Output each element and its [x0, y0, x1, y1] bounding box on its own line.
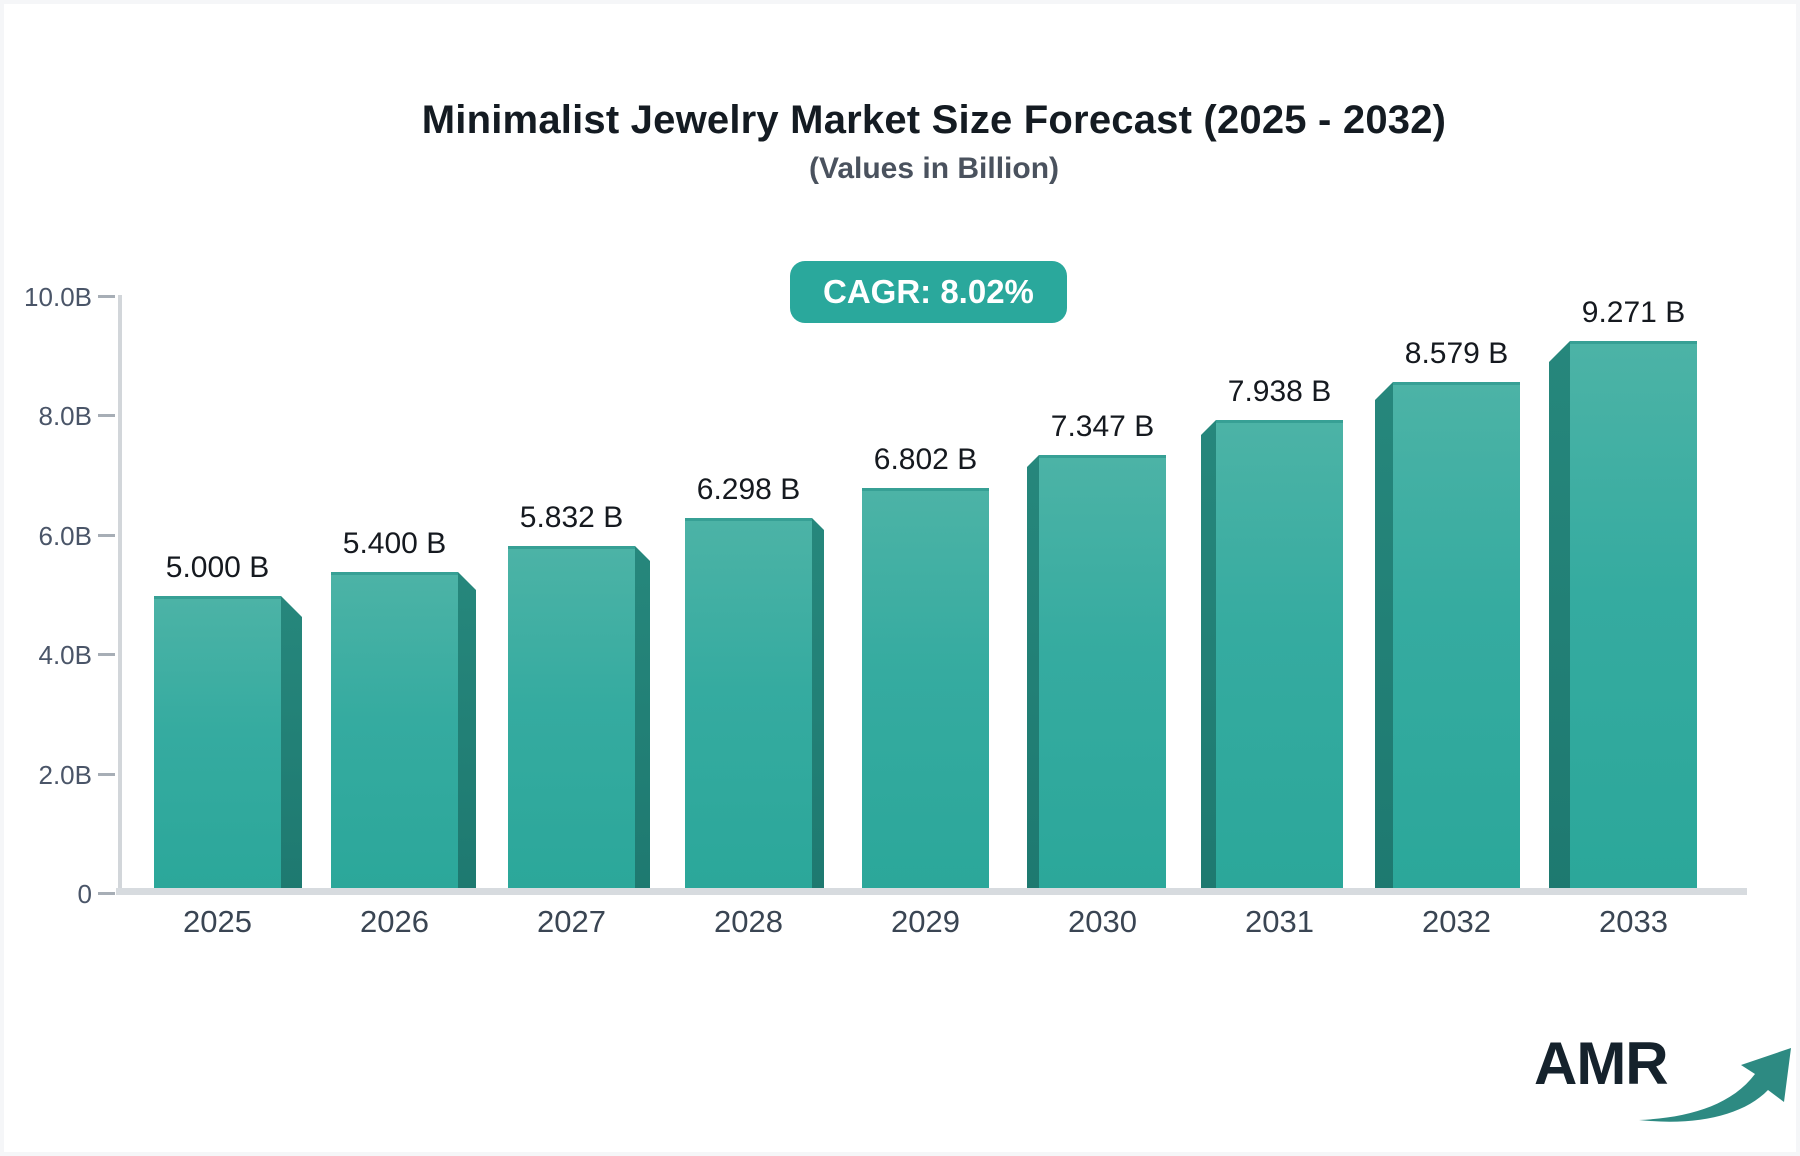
- bar-side-face: [281, 596, 302, 894]
- bar-value-label: 9.271 B: [1581, 296, 1686, 329]
- bar-side-face: [1027, 455, 1039, 894]
- x-tick-label: 2031: [1245, 904, 1314, 939]
- y-axis-line: [118, 295, 122, 892]
- bar-value-label: 5.400 B: [342, 527, 447, 560]
- x-tick-label: 2028: [714, 904, 783, 939]
- bar-front-face: [862, 488, 989, 894]
- y-tick-label: 6.0B: [38, 520, 93, 551]
- x-tick-label: 2033: [1599, 904, 1668, 939]
- bar-side-face: [635, 546, 650, 894]
- y-tick-label: 10.0B: [24, 282, 92, 312]
- bar-side-face: [1201, 420, 1216, 894]
- bar-front-face: [1216, 420, 1343, 894]
- bar-front-face: [331, 572, 458, 894]
- plot-area: 10.0B 8.0B 6.0B 4.0B 2.0B 0 5.000 B 5.400 B 5.8…: [4, 4, 1796, 1152]
- y-tick-dash: [98, 653, 115, 657]
- growth-arrow-icon: [1639, 1048, 1791, 1122]
- y-tick-label: 0: [77, 879, 92, 909]
- chart-subtitle: (Values in Billion): [808, 152, 1060, 185]
- x-tick-label: 2027: [537, 904, 606, 939]
- bar-front-face: [508, 546, 635, 894]
- y-tick-label: 8.0B: [38, 401, 93, 432]
- bar-front-face: [154, 596, 281, 894]
- bar-value-label: 6.298 B: [696, 473, 801, 506]
- x-tick-label: 2025: [183, 904, 252, 939]
- bar-front-face: [685, 518, 812, 894]
- bar-side-face: [812, 518, 824, 894]
- bar-side-face: [1375, 382, 1393, 894]
- x-tick-label: 2029: [891, 904, 960, 939]
- x-tick-label: 2032: [1422, 904, 1491, 939]
- y-tick-dash: [98, 533, 115, 537]
- bar-front-face: [1570, 341, 1697, 894]
- amr-logo-text: AMR: [1534, 1030, 1669, 1097]
- bar-value-label: 7.938 B: [1227, 375, 1332, 408]
- x-tick-label: 2026: [360, 904, 429, 939]
- amr-logo: AMR: [1534, 1030, 1791, 1132]
- bar-front-face: [1039, 455, 1166, 894]
- bar-side-face: [1549, 341, 1570, 894]
- x-tick-label: 2030: [1068, 904, 1137, 939]
- cagr-badge: CAGR: 8.02%: [790, 261, 1067, 323]
- bar-value-label: 5.832 B: [519, 501, 624, 534]
- y-tick-label: 2.0B: [38, 759, 93, 790]
- bar-front-face: [1393, 382, 1520, 894]
- x-axis-baseline: [116, 888, 1747, 895]
- bar-value-label: 7.347 B: [1050, 410, 1155, 443]
- bar-value-label: 8.579 B: [1404, 337, 1509, 370]
- y-tick-label: 4.0B: [38, 640, 93, 671]
- bar-value-label: 5.000 B: [165, 551, 270, 584]
- bar-side-face: [458, 572, 476, 894]
- bar-value-label: 6.802 B: [873, 443, 978, 476]
- y-tick-dash: [98, 772, 115, 776]
- y-tick-dash: [98, 414, 115, 418]
- y-tick-dash: [98, 892, 115, 895]
- y-tick-dash: [98, 295, 115, 298]
- chart-title: Minimalist Jewelry Market Size Forecast …: [421, 98, 1447, 142]
